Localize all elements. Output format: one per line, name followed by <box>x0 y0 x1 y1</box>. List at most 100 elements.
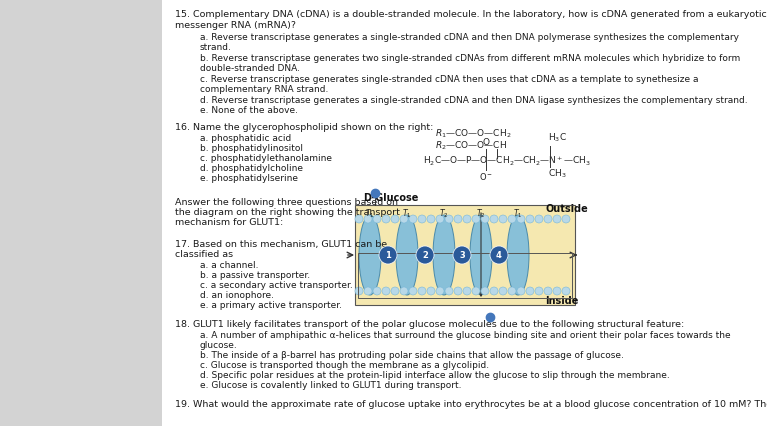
Circle shape <box>382 287 390 295</box>
Text: 15. Complementary DNA (cDNA) is a double-stranded molecule. In the laboratory, h: 15. Complementary DNA (cDNA) is a double… <box>175 10 767 19</box>
Circle shape <box>517 287 525 295</box>
Text: Answer the following three questions based on: Answer the following three questions bas… <box>175 198 398 207</box>
Circle shape <box>499 215 507 223</box>
Text: messenger RNA (mRNA)?: messenger RNA (mRNA)? <box>175 21 296 30</box>
Circle shape <box>517 215 525 223</box>
Text: $T_1$: $T_1$ <box>402 208 412 221</box>
Circle shape <box>454 215 462 223</box>
Circle shape <box>463 215 471 223</box>
Text: b. The inside of a β-barrel has protruding polar side chains that allow the pass: b. The inside of a β-barrel has protrudi… <box>200 351 624 360</box>
Text: H$_3$C: H$_3$C <box>548 132 567 144</box>
Text: O: O <box>482 138 489 147</box>
Text: a. a channel.: a. a channel. <box>200 261 258 270</box>
Circle shape <box>499 287 507 295</box>
Text: mechanism for GLUT1:: mechanism for GLUT1: <box>175 218 283 227</box>
Circle shape <box>382 215 390 223</box>
Circle shape <box>427 215 435 223</box>
Text: $R_1$—CO—O—CH$_2$: $R_1$—CO—O—CH$_2$ <box>435 127 512 139</box>
Text: 1: 1 <box>385 250 391 259</box>
Circle shape <box>445 215 453 223</box>
Text: e. None of the above.: e. None of the above. <box>200 106 298 115</box>
Text: 4: 4 <box>496 250 502 259</box>
Text: c. Reverse transcriptase generates single-stranded cDNA then uses that cDNA as a: c. Reverse transcriptase generates singl… <box>200 75 699 84</box>
Text: c. phosphatidylethanolamine: c. phosphatidylethanolamine <box>200 154 332 163</box>
Text: $T_1$: $T_1$ <box>513 208 523 221</box>
Text: 16. Name the glycerophospholipid shown on the right:: 16. Name the glycerophospholipid shown o… <box>175 123 433 132</box>
Circle shape <box>472 215 480 223</box>
Text: d. Reverse transcriptase generates a single-stranded cDNA and then DNA ligase sy: d. Reverse transcriptase generates a sin… <box>200 96 748 105</box>
Circle shape <box>481 287 489 295</box>
Text: b. phosphatidylinositol: b. phosphatidylinositol <box>200 144 303 153</box>
Text: e. phosphatidylserine: e. phosphatidylserine <box>200 174 298 183</box>
Circle shape <box>445 287 453 295</box>
Circle shape <box>355 215 363 223</box>
Circle shape <box>373 287 381 295</box>
Circle shape <box>409 287 417 295</box>
Circle shape <box>400 215 408 223</box>
Text: e. a primary active transporter.: e. a primary active transporter. <box>200 301 342 310</box>
Circle shape <box>490 246 508 264</box>
Circle shape <box>463 287 471 295</box>
Circle shape <box>416 246 434 264</box>
Text: c. a secondary active transporter.: c. a secondary active transporter. <box>200 281 353 290</box>
Text: b. Reverse transcriptase generates two single-stranded cDNAs from different mRNA: b. Reverse transcriptase generates two s… <box>200 54 740 63</box>
Circle shape <box>535 215 543 223</box>
Circle shape <box>526 215 534 223</box>
Text: d. Specific polar residues at the protein-lipid interface allow the glucose to s: d. Specific polar residues at the protei… <box>200 371 670 380</box>
Text: $R_2$—CO—O—CH: $R_2$—CO—O—CH <box>435 140 507 153</box>
Ellipse shape <box>470 215 492 295</box>
Circle shape <box>472 287 480 295</box>
Text: a. Reverse transcriptase generates a single-stranded cDNA and then DNA polymeras: a. Reverse transcriptase generates a sin… <box>200 33 739 42</box>
Circle shape <box>355 287 363 295</box>
Text: double-stranded DNA.: double-stranded DNA. <box>200 64 300 73</box>
Text: glucose.: glucose. <box>200 341 238 350</box>
Text: the diagram on the right showing the transport: the diagram on the right showing the tra… <box>175 208 400 217</box>
Bar <box>358 253 572 298</box>
Circle shape <box>409 215 417 223</box>
Ellipse shape <box>507 215 529 295</box>
Text: complementary RNA strand.: complementary RNA strand. <box>200 85 328 94</box>
Text: classified as: classified as <box>175 250 233 259</box>
Text: $T_2$: $T_2$ <box>439 208 449 221</box>
Text: 3: 3 <box>459 250 465 259</box>
Circle shape <box>427 287 435 295</box>
Text: d. an ionophore.: d. an ionophore. <box>200 291 274 300</box>
Text: e. Glucose is covalently linked to GLUT1 during transport.: e. Glucose is covalently linked to GLUT1… <box>200 381 462 390</box>
Text: Outside: Outside <box>545 204 588 214</box>
Circle shape <box>436 287 444 295</box>
Circle shape <box>379 246 397 264</box>
Text: strand.: strand. <box>200 43 232 52</box>
Circle shape <box>418 215 426 223</box>
Ellipse shape <box>359 215 381 295</box>
Text: $T_1$: $T_1$ <box>365 208 375 221</box>
Ellipse shape <box>433 215 455 295</box>
Circle shape <box>553 215 561 223</box>
Text: b. a passive transporter.: b. a passive transporter. <box>200 271 310 280</box>
Ellipse shape <box>396 215 418 295</box>
Circle shape <box>364 287 372 295</box>
Circle shape <box>453 246 471 264</box>
Circle shape <box>436 215 444 223</box>
Text: 18. GLUT1 likely facilitates transport of the polar glucose molecules due to the: 18. GLUT1 likely facilitates transport o… <box>175 320 684 329</box>
Text: CH$_3$: CH$_3$ <box>548 168 567 181</box>
Circle shape <box>553 287 561 295</box>
Text: d. phosphatidylcholine: d. phosphatidylcholine <box>200 164 303 173</box>
Circle shape <box>391 287 399 295</box>
Circle shape <box>535 287 543 295</box>
Text: 17. Based on this mechanism, GLUT1 can be: 17. Based on this mechanism, GLUT1 can b… <box>175 240 387 249</box>
Text: $T_2$: $T_2$ <box>476 208 486 221</box>
Text: c. Glucose is transported though the membrane as a glycolipid.: c. Glucose is transported though the mem… <box>200 361 489 370</box>
Circle shape <box>373 215 381 223</box>
Circle shape <box>526 287 534 295</box>
Circle shape <box>508 215 516 223</box>
Text: Inside: Inside <box>545 296 578 306</box>
Text: 2: 2 <box>422 250 428 259</box>
Circle shape <box>508 287 516 295</box>
Circle shape <box>562 287 570 295</box>
Circle shape <box>490 287 498 295</box>
Circle shape <box>562 215 570 223</box>
Text: O$^-$: O$^-$ <box>479 171 493 182</box>
Text: H$_2$C—O—P—O—CH$_2$—CH$_2$—N$^+$—CH$_3$: H$_2$C—O—P—O—CH$_2$—CH$_2$—N$^+$—CH$_3$ <box>423 155 591 168</box>
Circle shape <box>364 215 372 223</box>
Circle shape <box>544 215 552 223</box>
